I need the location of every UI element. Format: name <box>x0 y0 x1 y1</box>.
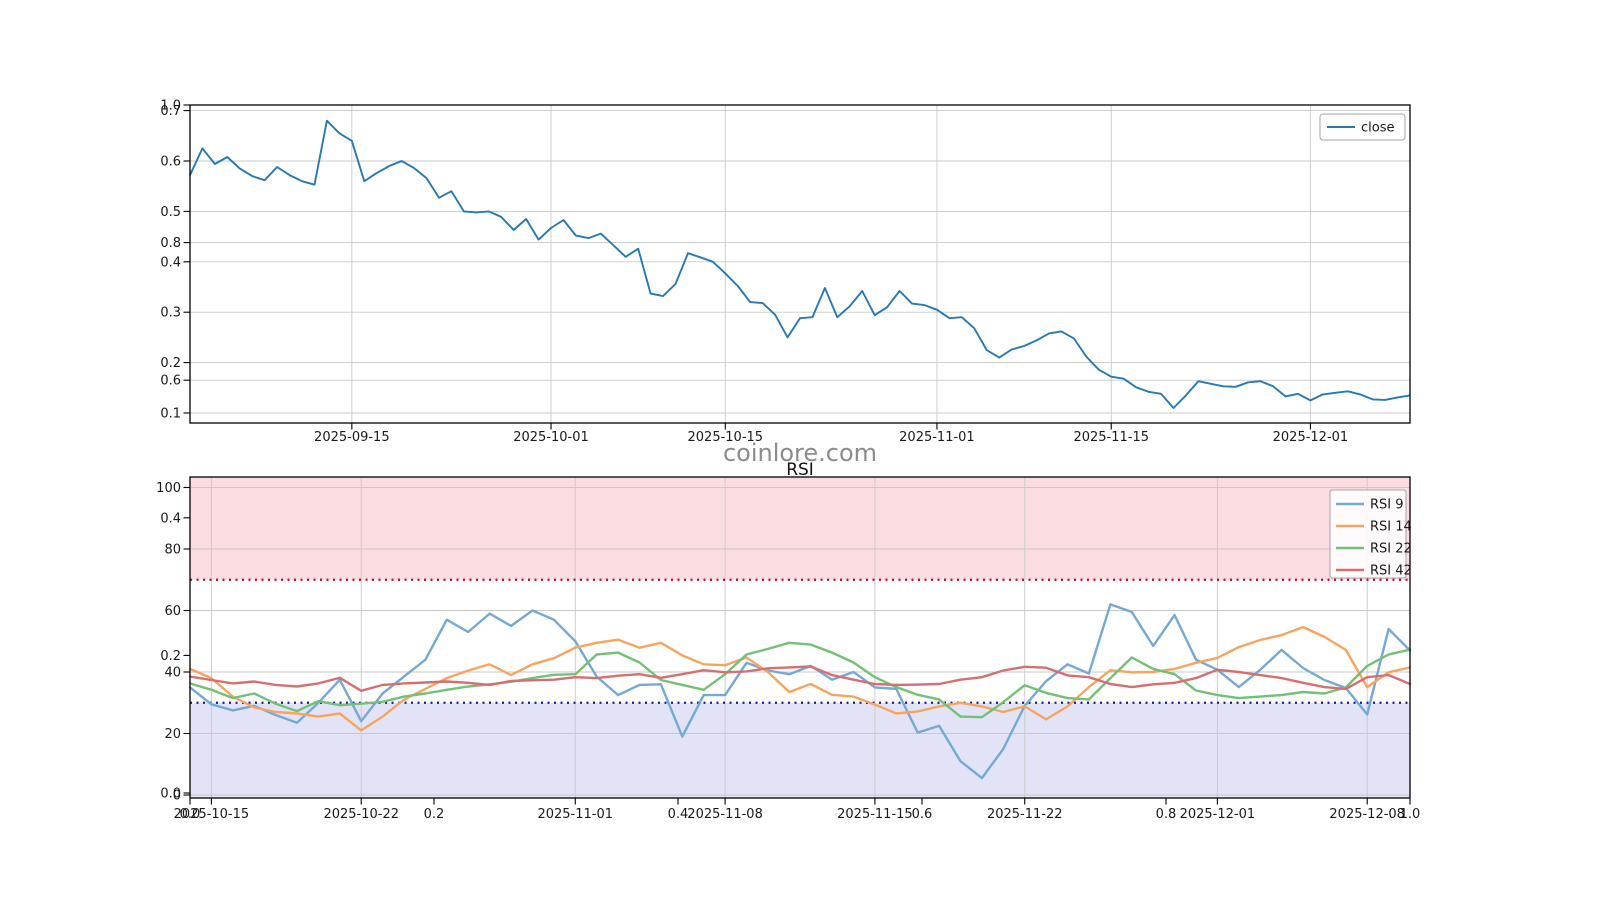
rsi-tickmarks <box>183 486 1411 805</box>
x-tick-label: 2025-12-01 <box>1180 807 1256 822</box>
rsi9-legend-label: RSI 9 <box>1370 498 1404 513</box>
rsi14-legend-label: RSI 14 <box>1370 520 1412 535</box>
rsi14-line <box>188 625 1412 732</box>
x-tick-label: 2025-11-01 <box>537 807 613 822</box>
price-chart: 0.1 0.2 0.3 0.4 0.5 0.6 0.7 2025-09-15 2025-10-0… <box>160 99 1411 802</box>
y-tick-label: 0.1 <box>160 407 181 422</box>
rsi-tick-labels: 0 20 40 60 80 100 2025-10-15 2025-10-22 2025-11-… <box>156 481 1420 822</box>
x-tick-label: 2025-11-22 <box>987 807 1063 822</box>
price-tickmarks <box>183 104 1311 794</box>
rsi-legend[interactable]: RSI 9 RSI 14 RSI 22 RSI 42 <box>1329 489 1412 579</box>
y-tick-label: 0.6 <box>160 155 181 170</box>
price-tick-labels: 0.1 0.2 0.3 0.4 0.5 0.6 0.7 2025-09-15 2025-10-0… <box>160 99 1348 802</box>
x-tick-label: 2025-10-01 <box>513 430 589 445</box>
rsi22-line <box>188 641 1412 719</box>
x-tick-label: 2025-09-15 <box>314 430 390 445</box>
rsi-gridlines <box>190 477 1410 798</box>
x-tick-label: 2025-11-15 <box>1073 430 1149 445</box>
y-tick-label: 0 <box>173 789 181 804</box>
overbought-band <box>190 477 1410 580</box>
rsi-bands <box>190 477 1410 798</box>
overlay-x-tick-label: 1.0 <box>1400 807 1421 822</box>
rsi-chart: 0 20 40 60 80 100 2025-10-15 2025-10-22 2025-11-… <box>156 476 1420 822</box>
overlay-y-tick-label: 0.2 <box>160 649 181 664</box>
x-tick-label: 2025-10-22 <box>323 807 399 822</box>
overlay-y-tick-label: 1.0 <box>160 99 181 114</box>
close-legend-label: close <box>1361 121 1394 136</box>
overlay-x-tick-label: 0.0 <box>180 807 201 822</box>
x-tick-label: 2025-11-15 <box>837 807 913 822</box>
y-tick-label: 0.2 <box>160 356 181 371</box>
y-tick-label: 0.5 <box>160 205 181 220</box>
y-tick-label: 40 <box>164 666 181 681</box>
overlay-y-tick-label: 0.8 <box>160 236 181 251</box>
y-tick-label: 80 <box>164 543 181 558</box>
rsi-series <box>188 603 1412 780</box>
rsi-plot-frame <box>189 476 1411 799</box>
price-series <box>189 119 1411 409</box>
overlay-y-tick-label: 0.6 <box>160 374 181 389</box>
x-tick-label: 2025-11-01 <box>899 430 975 445</box>
y-tick-label: 20 <box>164 727 181 742</box>
watermark: coinlore.com <box>723 439 877 467</box>
rsi42-legend-label: RSI 42 <box>1370 564 1412 579</box>
y-tick-label: 0.3 <box>160 306 181 321</box>
price-legend[interactable]: close <box>1319 113 1406 141</box>
overlay-x-tick-label: 0.6 <box>912 807 933 822</box>
overlay-x-tick-label: 0.2 <box>424 807 445 822</box>
y-tick-label: 0.4 <box>160 255 181 270</box>
overlay-x-tick-label: 0.8 <box>1156 807 1177 822</box>
rsi-threshold-lines <box>190 578 1410 704</box>
x-tick-label: 2025-10-15 <box>688 430 764 445</box>
y-tick-label: 100 <box>156 481 181 496</box>
x-tick-label: 2025-12-08 <box>1329 807 1405 822</box>
price-plot-frame <box>189 104 1411 424</box>
close-line <box>189 119 1411 409</box>
x-tick-label: 2025-11-08 <box>687 807 763 822</box>
rsi42-line <box>188 665 1412 692</box>
rsi22-legend-label: RSI 22 <box>1370 542 1412 557</box>
oversold-band <box>190 702 1410 798</box>
y-tick-label: 60 <box>164 604 181 619</box>
rsi-title: RSI <box>786 460 814 480</box>
rsi-legend-box <box>1329 489 1407 579</box>
x-tick-label: 2025-12-01 <box>1273 430 1349 445</box>
overlay-y-tick-label: 0.4 <box>160 511 181 526</box>
y-tick-label: 0.7 <box>160 104 181 119</box>
price-gridlines <box>190 105 1410 423</box>
overlay-x-tick-label: 0.4 <box>668 807 689 822</box>
x-tick-label: 2025-10-15 <box>174 807 250 822</box>
overlay-y-tick-label: 0.0 <box>160 787 181 802</box>
price-legend-box <box>1319 113 1406 141</box>
